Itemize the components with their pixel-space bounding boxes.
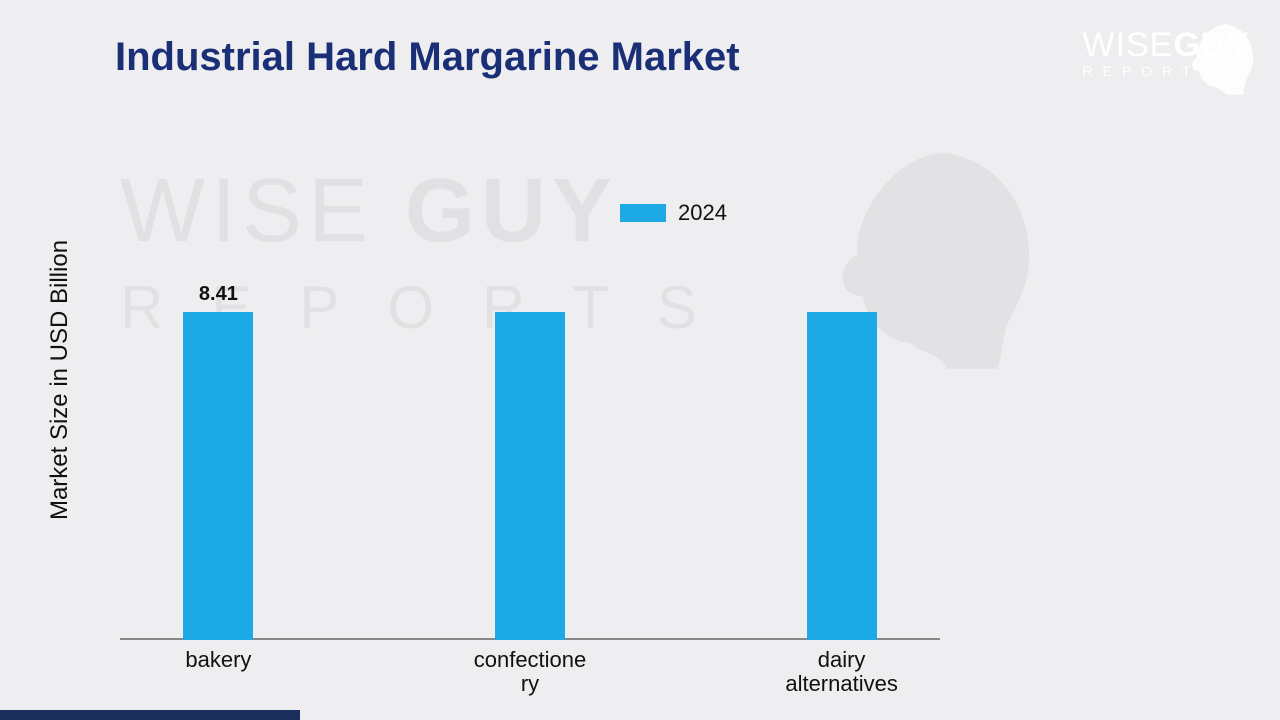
bar-category-label: bakery [128, 648, 308, 672]
right-accent-panel [960, 0, 1280, 720]
logo-line1: WISEGUY [1082, 28, 1250, 62]
bar-rect [183, 312, 253, 640]
bar: dairyalternatives [807, 312, 877, 640]
bottom-left-accent [0, 710, 300, 720]
logo-line2: REPORTS [1082, 64, 1250, 78]
logo-line1-prefix: WISE [1082, 26, 1173, 64]
chart-stage: WISEGUY REPORTS Industrial Hard Margarin… [0, 0, 1280, 720]
bar-rect [495, 312, 565, 640]
legend-swatch [620, 204, 666, 222]
legend: 2024 [620, 200, 727, 226]
bar-category-label: dairyalternatives [752, 648, 932, 696]
bar-category-label: confectionery [440, 648, 620, 696]
bar: confectionery [495, 312, 565, 640]
bar: 8.41bakery [183, 312, 253, 640]
logo-line1-suffix: GUY [1173, 26, 1250, 64]
legend-label: 2024 [678, 200, 727, 226]
y-axis-label: Market Size in USD Billion [46, 240, 74, 520]
bar-value-label: 8.41 [199, 283, 238, 306]
plot-area: 8.41bakery confectionery dairyalternatives [120, 140, 940, 640]
wiseguy-logo: WISEGUY REPORTS [1082, 28, 1250, 78]
bar-rect [807, 312, 877, 640]
chart-title: Industrial Hard Margarine Market [115, 35, 740, 80]
